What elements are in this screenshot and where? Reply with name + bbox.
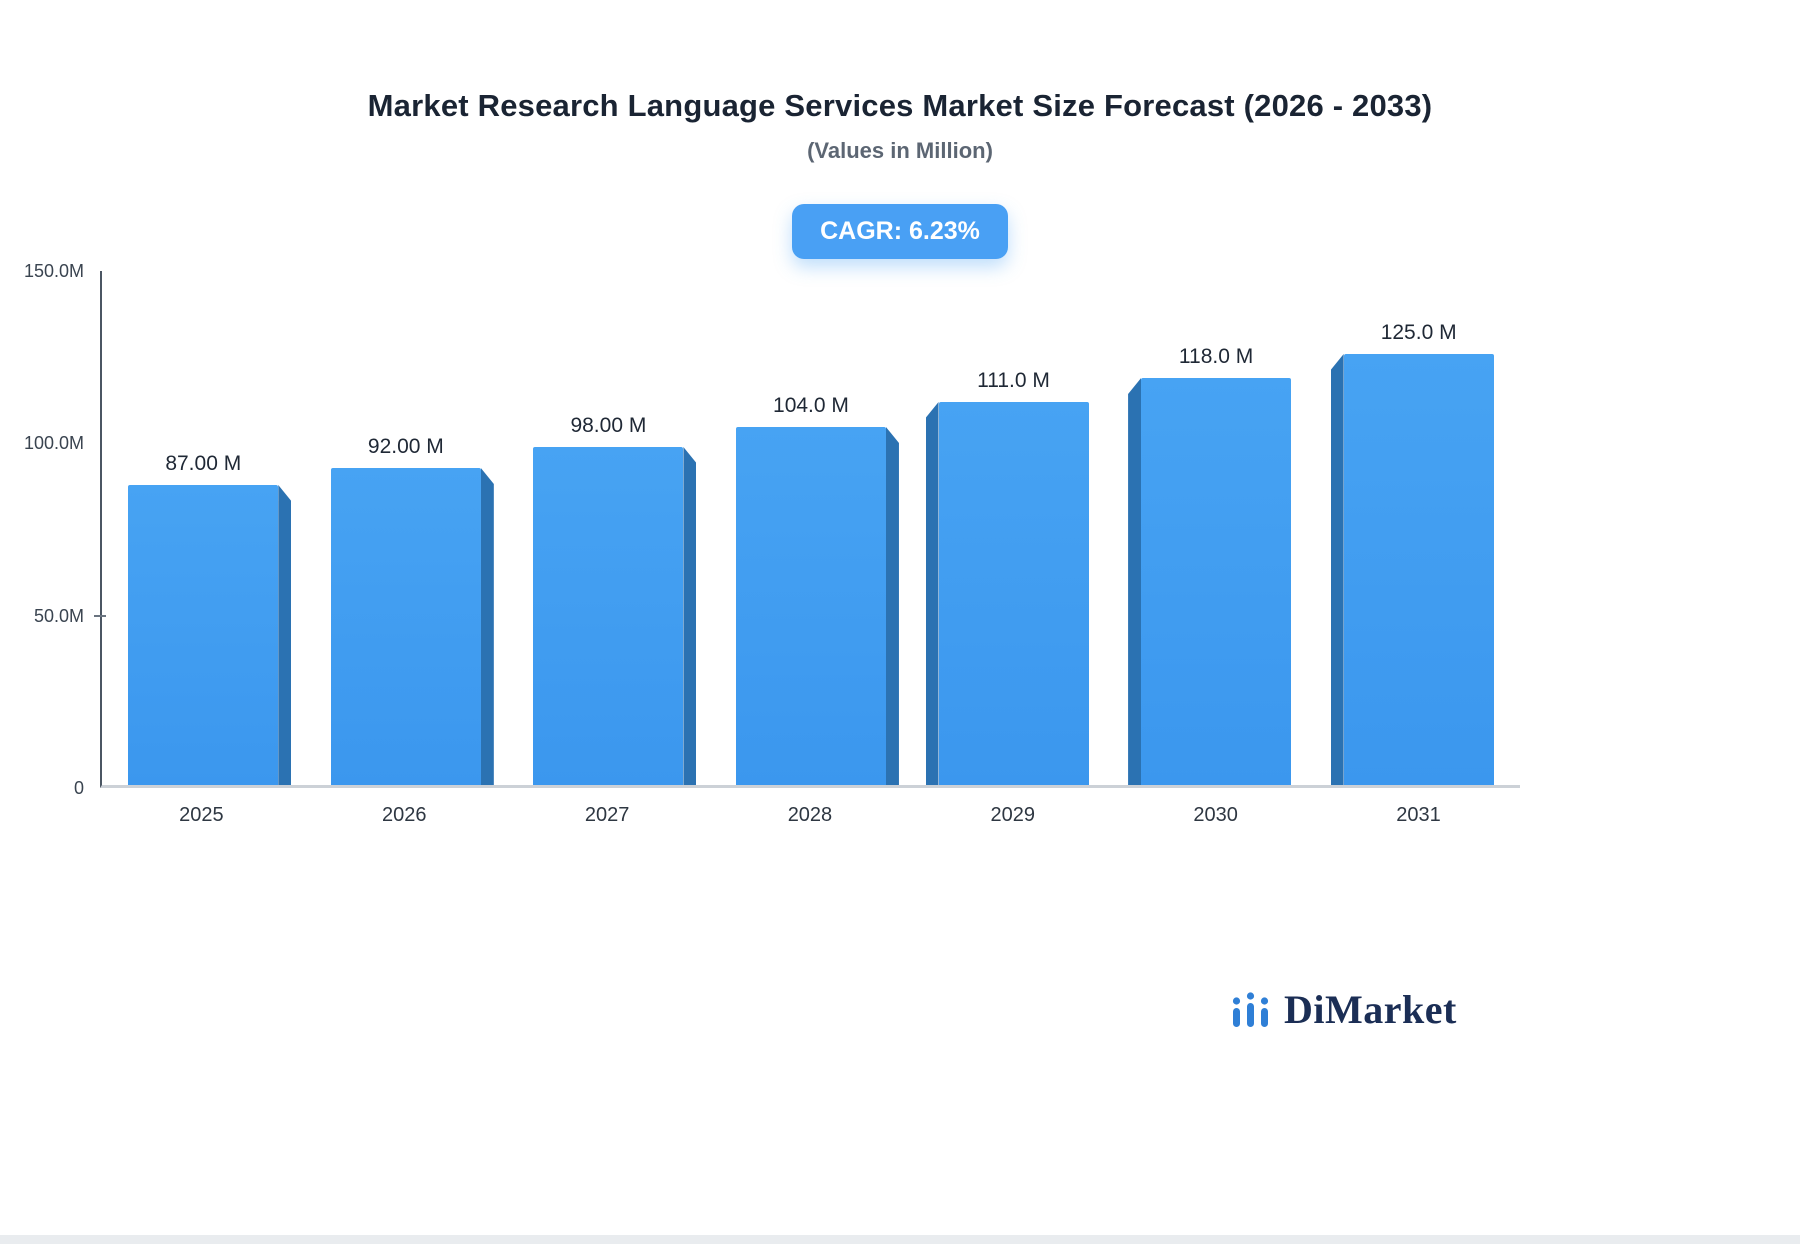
bar-group: 98.00 M — [507, 271, 709, 785]
y-tick-label: 150.0M — [23, 261, 84, 281]
chart-subtitle: (Values in Million) — [807, 138, 993, 163]
bar-value-label: 111.0 M — [977, 369, 1050, 392]
cagr-badge: CAGR: 6.23% — [792, 204, 1008, 259]
page-bottom-edge — [0, 1235, 1800, 1244]
x-tick-label: 2028 — [787, 804, 833, 826]
brand-name: DiMarket — [1284, 987, 1457, 1032]
x-tick-label: 2026 — [382, 804, 427, 826]
y-tick-mark — [94, 614, 106, 617]
bar-group: 87.00 M — [102, 271, 304, 785]
x-tick-label: 2027 — [584, 804, 630, 826]
bar-group: 104.0 M — [710, 271, 912, 785]
y-tick-label: 100.0M — [23, 433, 84, 454]
page-title: Market Research Language Services Market… — [367, 88, 1433, 123]
cagr-badge-row: CAGR: 6.23% — [0, 204, 1800, 259]
bar-value-label: 104.0 M — [773, 394, 849, 417]
bar-value-label: 118.0 M — [1178, 345, 1254, 368]
x-tick-label: 2030 — [1193, 804, 1238, 826]
bar-value-label: 87.00 M — [165, 452, 242, 475]
x-tick-label: 2025 — [179, 804, 224, 826]
bar-2026 — [330, 468, 481, 785]
bar-2028 — [735, 427, 886, 785]
bar-value-label: 125.0 M — [1380, 321, 1457, 344]
bar-2025 — [128, 485, 279, 785]
y-tick-label: 0 — [73, 778, 84, 798]
x-tick-label: 2031 — [1396, 804, 1441, 826]
bar-2030 — [1141, 378, 1292, 785]
bar-2031 — [1343, 354, 1494, 785]
bar-group: 111.0 M — [912, 271, 1114, 785]
bar-2029 — [938, 402, 1089, 785]
bar-group: 118.0 M — [1115, 271, 1317, 785]
x-axis-labels: 2025 2026 2027 2028 2029 2030 2031 — [100, 804, 1520, 827]
bar-value-label: 98.00 M — [570, 414, 647, 437]
bar-chart: 150.0M 100.0M 50.0M 0 87.00 M 92.00 M 98.00 M… — [24, 261, 1520, 827]
bar-group: 125.0 M — [1317, 271, 1519, 785]
y-tick-label: 50.0M — [33, 605, 84, 626]
y-axis-labels: 150.0M 100.0M 50.0M 0 — [2, 261, 92, 798]
bar-chart-logo-icon — [1232, 991, 1269, 1027]
bar-group: 92.00 M — [305, 271, 507, 785]
brand-logo: DiMarket — [1228, 986, 1457, 1033]
bar-value-label: 92.00 M — [367, 435, 444, 458]
plot-area: 150.0M 100.0M 50.0M 0 87.00 M 92.00 M 98.00 M… — [24, 261, 1520, 798]
x-tick-label: 2029 — [990, 804, 1036, 826]
bar-2027 — [533, 447, 684, 785]
